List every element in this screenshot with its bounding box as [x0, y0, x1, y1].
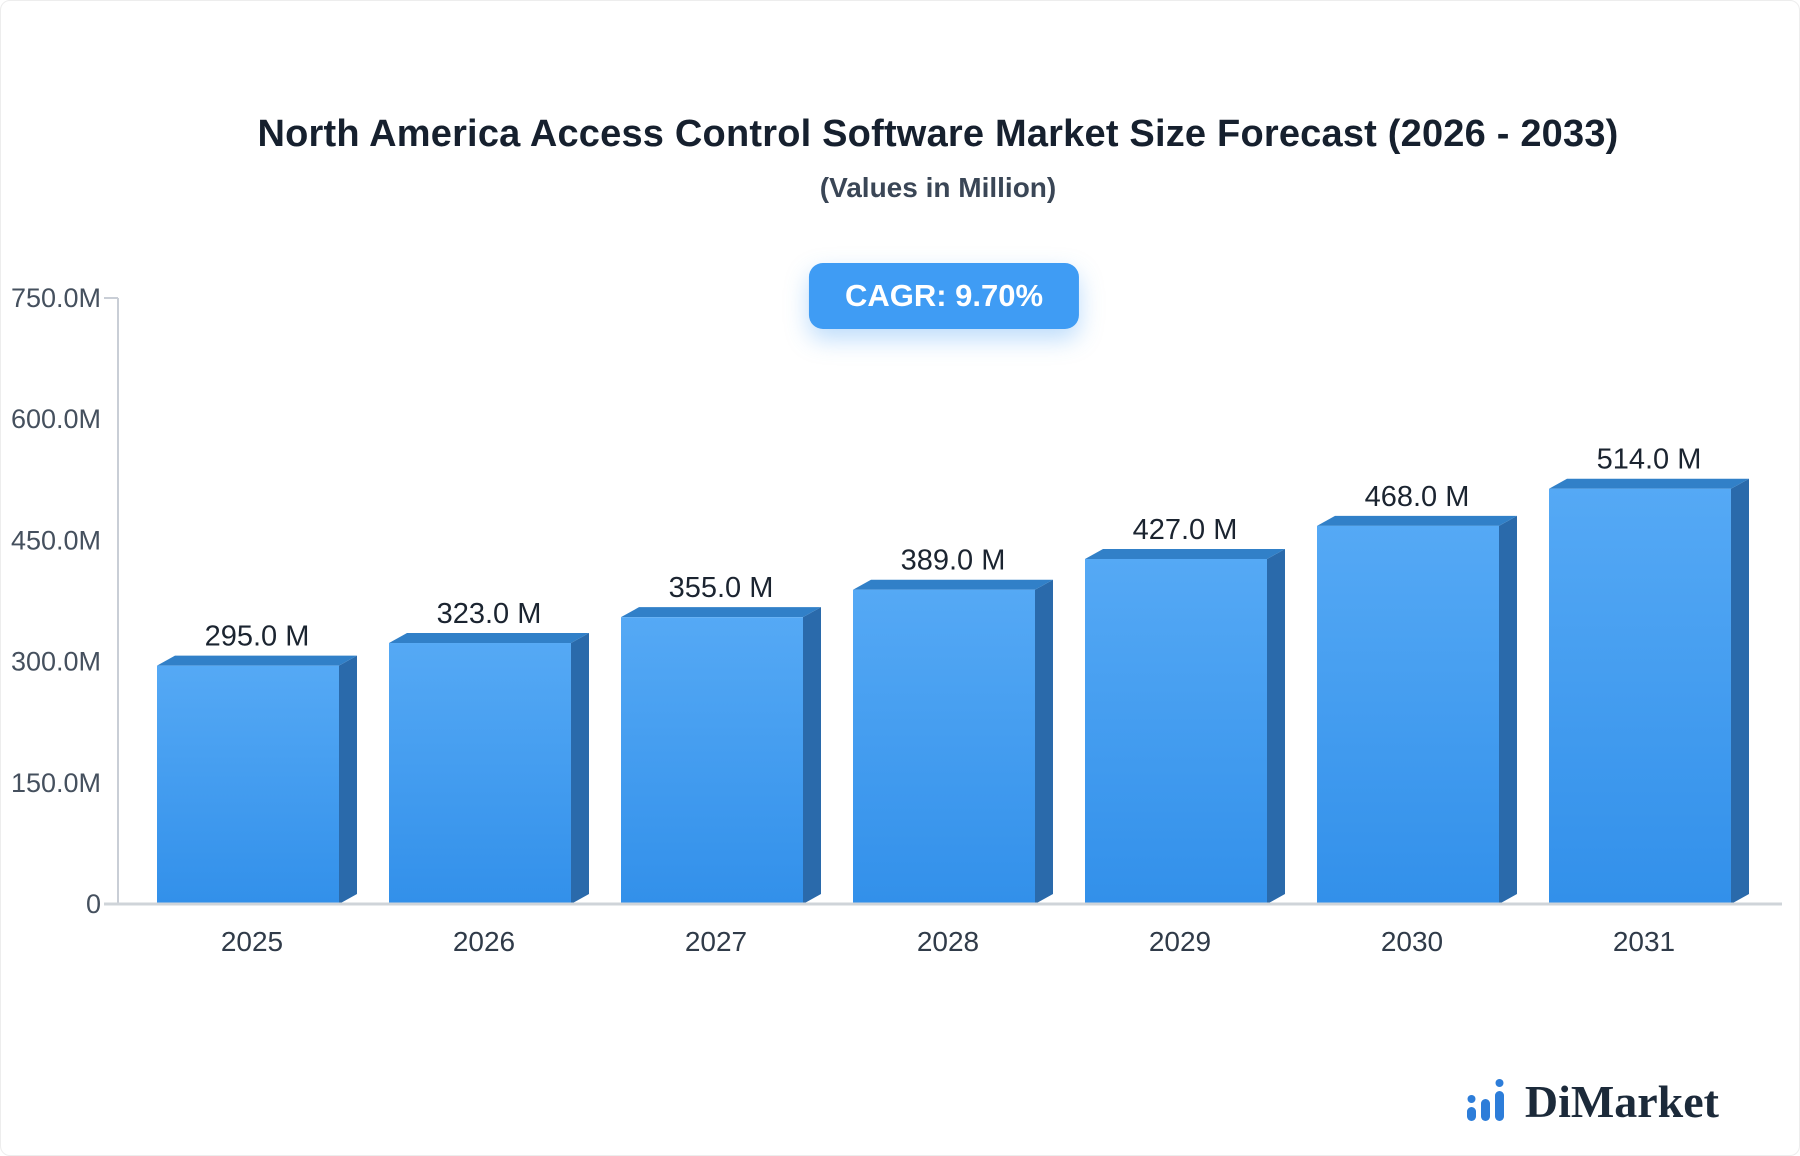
- chart-title: North America Access Control Software Ma…: [257, 113, 1619, 155]
- y-axis-label-600.0M: 600.0M: [11, 404, 101, 434]
- y-axis-label-150.0M: 150.0M: [11, 768, 101, 798]
- bar-group-2025: 295.0 M: [157, 621, 357, 904]
- y-axis-label-0: 0: [86, 889, 101, 919]
- bar-top-face: [853, 579, 1053, 590]
- logo-bar: [1480, 1099, 1490, 1121]
- x-axis-label-2029: 2029: [1149, 926, 1211, 957]
- bar-front-face: [1317, 525, 1499, 904]
- bar-top-face: [157, 655, 357, 666]
- x-axis-label-2030: 2030: [1381, 926, 1443, 957]
- bar-side-face: [803, 607, 821, 904]
- bar-group-2029: 427.0 M: [1085, 514, 1285, 904]
- bar-top-face: [1549, 478, 1749, 489]
- bar-group-2026: 323.0 M: [389, 598, 589, 904]
- bar-side-face: [1035, 579, 1053, 904]
- brand-logo: DiMarket: [1465, 1079, 1719, 1125]
- bar-value-label-2027: 355.0 M: [669, 572, 774, 604]
- cagr-badge: CAGR: 9.70%: [808, 263, 1080, 329]
- bar-top-face: [621, 607, 821, 618]
- bar-chart-icon: [1466, 1079, 1504, 1121]
- bar-side-face: [1499, 515, 1517, 904]
- chart-subtitle: (Values in Million): [819, 172, 1057, 203]
- bar-value-label-2031: 514.0 M: [1597, 444, 1702, 476]
- x-axis-label-2026: 2026: [453, 926, 515, 957]
- bar-group-2027: 355.0 M: [621, 572, 821, 904]
- chart-header: North America Access Control Software Ma…: [87, 113, 1789, 204]
- bar-side-face: [339, 655, 357, 904]
- brand-logo-text: DiMarket: [1524, 1076, 1719, 1127]
- y-axis-label-450.0M: 450.0M: [11, 525, 101, 555]
- logo-bar: [1494, 1091, 1504, 1121]
- bar-front-face: [157, 665, 339, 904]
- bar-side-face: [1267, 548, 1285, 904]
- bar-value-label-2029: 427.0 M: [1133, 514, 1238, 546]
- bar-front-face: [853, 589, 1035, 904]
- x-axis-label-2028: 2028: [917, 926, 979, 957]
- x-axis-label-2031: 2031: [1613, 926, 1675, 957]
- bar-value-label-2025: 295.0 M: [205, 621, 310, 653]
- bar-top-face: [1085, 548, 1285, 559]
- logo-dot: [1495, 1079, 1504, 1087]
- bar-group-2028: 389.0 M: [853, 545, 1053, 904]
- y-axis-label-300.0M: 300.0M: [11, 647, 101, 677]
- bar-front-face: [621, 617, 803, 904]
- bar-front-face: [389, 643, 571, 904]
- bar-group-2031: 514.0 M: [1549, 444, 1749, 904]
- bar-group-2030: 468.0 M: [1317, 481, 1517, 904]
- bar-top-face: [389, 633, 589, 644]
- bar-value-label-2030: 468.0 M: [1365, 481, 1470, 513]
- bar-top-face: [1317, 515, 1517, 526]
- logo-bar: [1466, 1107, 1476, 1121]
- y-axis-label-750.0M: 750.0M: [11, 283, 101, 313]
- bar-front-face: [1549, 488, 1731, 904]
- bar-value-label-2028: 389.0 M: [901, 545, 1006, 577]
- bar-side-face: [571, 633, 589, 904]
- bar-side-face: [1731, 478, 1749, 904]
- bar-front-face: [1085, 558, 1267, 904]
- x-axis-label-2025: 2025: [221, 926, 283, 957]
- logo-dot: [1467, 1095, 1476, 1103]
- bar-value-label-2026: 323.0 M: [437, 598, 542, 630]
- x-axis-label-2027: 2027: [685, 926, 747, 957]
